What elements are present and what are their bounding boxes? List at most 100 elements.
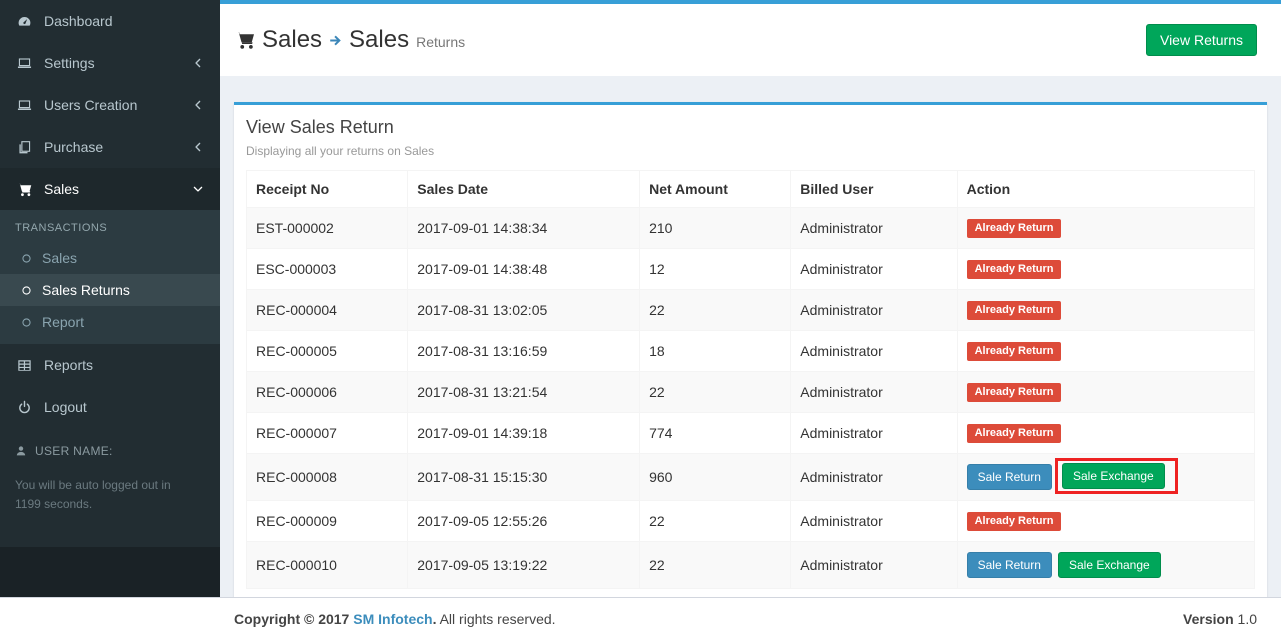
table-row: EST-000002 2017-09-01 14:38:34 210 Administ… — [245, 207, 1256, 249]
sale-exchange-button[interactable]: Sale Exchange — [1061, 463, 1165, 490]
column-header-receipt-no: Receipt No — [245, 170, 409, 208]
sidebar-item-dashboard[interactable]: Dashboard — [0, 0, 220, 42]
already-return-badge: Already Return — [966, 260, 1062, 279]
user-panel: USER NAME: — [0, 428, 220, 466]
footer: Copyright © 2017 SM Infotech. All rights… — [0, 597, 1281, 639]
content-header: Sales Sales Returns View Returns — [220, 4, 1281, 76]
receipt-no-cell: EST-000002 — [245, 207, 409, 249]
column-header-billed-user: Billed User — [790, 170, 958, 208]
sidebar-item-label: Dashboard — [44, 13, 113, 29]
sidebar-subitem-sales[interactable]: Sales — [0, 242, 220, 274]
billed-user-cell: Administrator — [790, 207, 958, 249]
net-amount-cell: 22 — [639, 371, 792, 413]
net-amount-cell: 960 — [639, 453, 792, 501]
receipt-no-cell: REC-000009 — [245, 500, 409, 542]
table-header-row: Receipt No Sales Date Net Amount Billed Use… — [245, 170, 1256, 208]
billed-user-cell: Administrator — [790, 371, 958, 413]
table-row: REC-000009 2017-09-05 12:55:26 22 Administr… — [245, 500, 1256, 542]
page-title: Sales Sales Returns — [235, 26, 465, 54]
sidebar-item-sales[interactable]: Sales — [0, 168, 220, 210]
version-value: 1.0 — [1237, 610, 1257, 627]
sales-date-cell: 2017-09-01 14:38:48 — [407, 248, 641, 290]
table-row: REC-000005 2017-08-31 13:16:59 18 Administr… — [245, 330, 1256, 372]
sidebar-item-settings[interactable]: Settings — [0, 42, 220, 84]
sidebar-item-label: Reports — [44, 357, 94, 373]
sidebar-item-label: Logout — [44, 399, 87, 415]
gauge-icon — [15, 14, 34, 29]
sidebar-bottom-block — [0, 547, 220, 597]
main-content: Sales Sales Returns View Returns View Sa… — [220, 0, 1281, 601]
sales-date-cell: 2017-08-31 13:02:05 — [407, 289, 641, 331]
sidebar-submenu: TRANSACTIONS Sales Sales Returns Report — [0, 210, 220, 344]
receipt-no-cell: ESC-000003 — [245, 248, 409, 290]
column-header-action: Action — [956, 170, 1256, 208]
net-amount-cell: 22 — [639, 289, 792, 331]
sidebar-item-purchase[interactable]: Purchase — [0, 126, 220, 168]
net-amount-cell: 22 — [639, 541, 792, 589]
billed-user-cell: Administrator — [790, 541, 958, 589]
laptop-icon — [15, 56, 34, 71]
already-return-badge: Already Return — [966, 512, 1062, 531]
arrow-right-icon — [329, 34, 342, 47]
action-cell: Already Return — [956, 500, 1256, 542]
panel-title: View Sales Return — [246, 117, 394, 137]
net-amount-cell: 22 — [639, 500, 792, 542]
sidebar-subitem-label: Report — [42, 314, 85, 330]
circle-icon — [21, 285, 32, 296]
sidebar-subitem-report[interactable]: Report — [0, 306, 220, 338]
sidebar: Dashboard Settings Users Creation Purchase S… — [0, 0, 220, 597]
sidebar-item-label: Purchase — [44, 139, 104, 155]
billed-user-cell: Administrator — [790, 289, 958, 331]
receipt-no-cell: REC-000004 — [245, 289, 409, 331]
already-return-badge: Already Return — [966, 219, 1062, 238]
receipt-no-cell: REC-000010 — [245, 541, 409, 589]
sales-return-panel: View Sales Return Displaying all your re… — [234, 102, 1267, 601]
power-icon — [15, 400, 34, 415]
sale-return-button[interactable]: Sale Return — [966, 552, 1052, 578]
company-link[interactable]: SM Infotech — [353, 610, 433, 627]
receipt-no-cell: REC-000006 — [245, 371, 409, 413]
user-icon — [15, 445, 27, 457]
circle-icon — [21, 253, 32, 264]
net-amount-cell: 774 — [639, 412, 792, 454]
grid-icon — [15, 358, 34, 373]
receipt-no-cell: REC-000005 — [245, 330, 409, 372]
sale-return-button[interactable]: Sale Return — [966, 464, 1052, 490]
already-return-badge: Already Return — [966, 342, 1062, 361]
action-cell: Already Return — [956, 207, 1256, 249]
net-amount-cell: 18 — [639, 330, 792, 372]
sidebar-item-reports[interactable]: Reports — [0, 344, 220, 386]
already-return-badge: Already Return — [966, 424, 1062, 443]
sidebar-item-label: Settings — [44, 55, 95, 71]
net-amount-cell: 12 — [639, 248, 792, 290]
view-returns-button[interactable]: View Returns — [1145, 24, 1257, 56]
action-cell: Already Return — [956, 248, 1256, 290]
already-return-badge: Already Return — [966, 301, 1062, 320]
auto-logout-notice: You will be auto logged out in 1199 seco… — [15, 478, 171, 511]
action-cell: Already Return — [956, 289, 1256, 331]
sales-date-cell: 2017-09-05 12:55:26 — [407, 500, 641, 542]
files-icon — [15, 140, 34, 155]
sidebar-item-users-creation[interactable]: Users Creation — [0, 84, 220, 126]
sale-exchange-button[interactable]: Sale Exchange — [1057, 552, 1161, 578]
billed-user-cell: Administrator — [790, 500, 958, 542]
sidebar-subitem-sales-returns[interactable]: Sales Returns — [0, 274, 220, 306]
action-cell: Sale Return Sale Exchange — [956, 453, 1256, 501]
billed-user-cell: Administrator — [790, 453, 958, 501]
column-header-net-amount: Net Amount — [639, 170, 792, 208]
version-text: Version 1.0 — [1183, 611, 1257, 627]
sales-date-cell: 2017-09-05 13:19:22 — [407, 541, 641, 589]
table-row: ESC-000003 2017-09-01 14:38:48 12 Administr… — [245, 248, 1256, 290]
table-body: EST-000002 2017-09-01 14:38:34 210 Administ… — [245, 207, 1256, 589]
sidebar-item-label: Users Creation — [44, 97, 138, 113]
billed-user-cell: Administrator — [790, 412, 958, 454]
copyright: Copyright © 2017 SM Infotech. All rights… — [234, 611, 556, 627]
sidebar-item-logout[interactable]: Logout — [0, 386, 220, 428]
laptop-icon — [15, 98, 34, 113]
sidebar-item-label: Sales — [44, 181, 80, 197]
breadcrumb-page-sub: Returns — [416, 34, 466, 50]
billed-user-cell: Administrator — [790, 248, 958, 290]
version-label: Version — [1183, 610, 1234, 627]
circle-icon — [21, 317, 32, 328]
chevron-left-icon — [192, 141, 205, 153]
